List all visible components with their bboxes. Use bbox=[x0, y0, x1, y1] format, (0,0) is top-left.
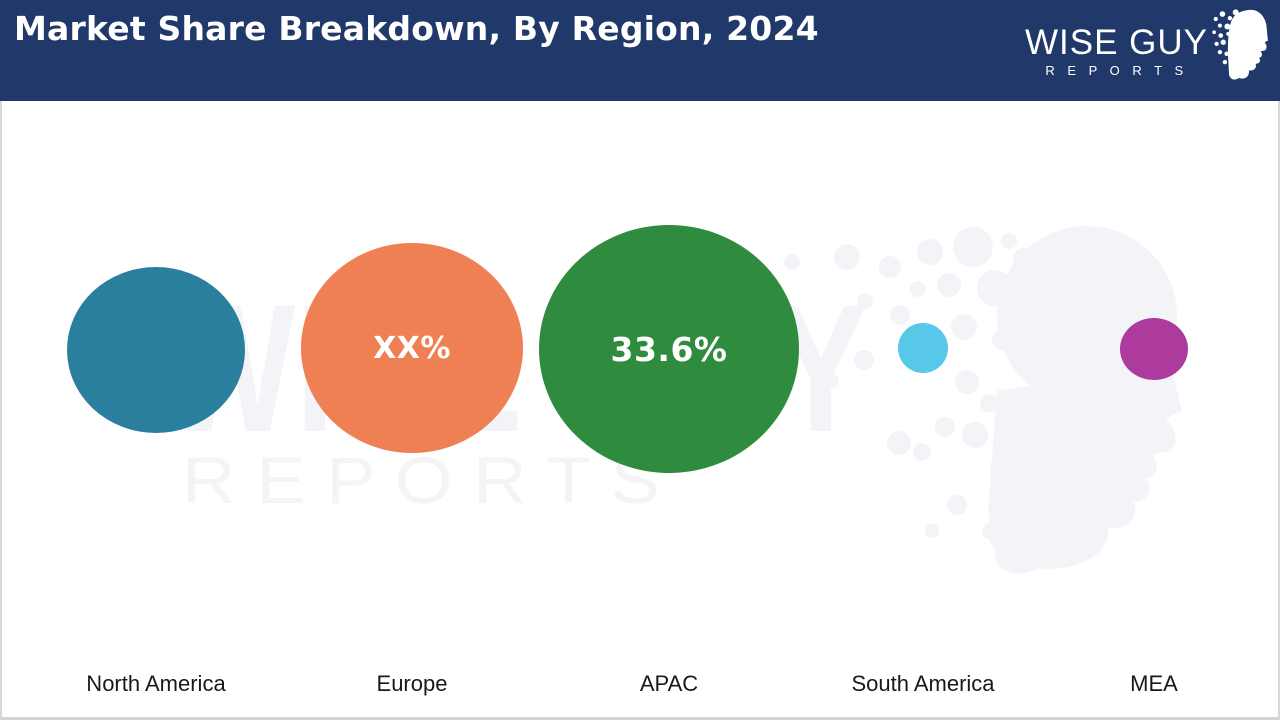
header: Market Share Breakdown, By Region, 2024 … bbox=[0, 0, 1280, 101]
axis-label-europe: Europe bbox=[376, 671, 448, 696]
chart-area: WISE GUY R E P O R T S XX%33.6% North Am… bbox=[0, 101, 1280, 720]
axis-label-north-america: North America bbox=[86, 671, 226, 696]
axis-labels: North America Europe APAC South America MEA bbox=[2, 101, 1278, 717]
bubble-north-america bbox=[67, 267, 245, 433]
bubble-apac: 33.6% bbox=[539, 225, 799, 473]
brand-name: WISE GUY bbox=[1024, 22, 1208, 62]
axis-label-apac: APAC bbox=[639, 671, 699, 696]
brand-logo: WISE GUY R E P O R T S bbox=[1025, 8, 1268, 88]
axis-label-south-america: South America bbox=[851, 671, 995, 696]
brand-logo-text: WISE GUY R E P O R T S bbox=[1025, 25, 1208, 78]
head-profile-icon bbox=[1212, 9, 1268, 80]
bubble-layer: XX% 33.6% bbox=[2, 101, 1278, 717]
bubble-europe: XX% bbox=[301, 243, 523, 453]
axis-label-mea: MEA bbox=[1130, 671, 1178, 696]
page-title: Market Share Breakdown, By Region, 2024 bbox=[14, 9, 819, 48]
brand-subtitle: R E P O R T S bbox=[1045, 62, 1188, 78]
